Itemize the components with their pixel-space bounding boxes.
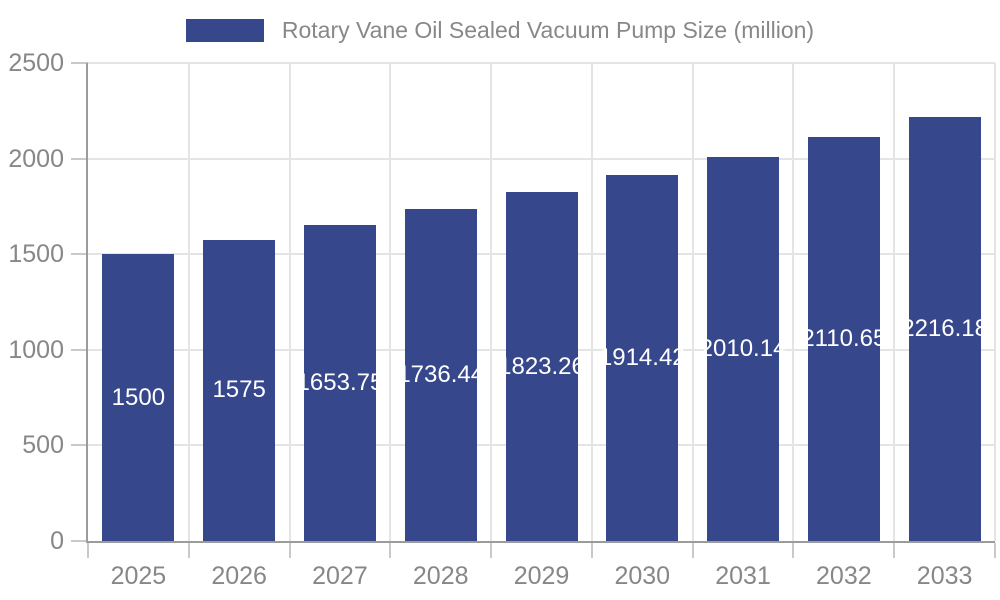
bar-value-label: 1914.42: [598, 343, 686, 371]
v-gridline: [893, 63, 896, 541]
x-axis-label: 2029: [513, 562, 570, 590]
x-tick: [288, 543, 291, 558]
x-axis-line: [86, 541, 995, 543]
x-axis-label: 2030: [614, 562, 671, 590]
x-tick: [590, 543, 593, 558]
y-axis-label: 2000: [8, 144, 64, 173]
bar[interactable]: [303, 224, 376, 541]
h-gridline: [88, 157, 995, 160]
bar-value-label: 1500: [111, 383, 166, 411]
x-axis-label: 2033: [916, 562, 973, 590]
x-tick: [389, 543, 392, 558]
bar[interactable]: [707, 156, 780, 541]
y-tick: [71, 444, 88, 447]
bar-value-label: 1736.44: [397, 360, 485, 388]
x-axis-label: 2028: [412, 562, 469, 590]
x-axis-label: 2025: [110, 562, 167, 590]
y-tick: [71, 348, 88, 351]
x-tick: [893, 543, 896, 558]
bar[interactable]: [102, 254, 175, 541]
x-axis-label: 2032: [816, 562, 872, 590]
h-gridline: [88, 62, 995, 64]
y-axis-label: 500: [22, 431, 64, 460]
x-tick: [792, 543, 795, 558]
bar[interactable]: [505, 192, 578, 541]
bar[interactable]: [606, 174, 679, 541]
x-axis-label: 2031: [715, 562, 771, 590]
y-axis-label: 0: [50, 527, 64, 555]
bar[interactable]: [404, 208, 477, 541]
x-axis-label: 2027: [312, 562, 368, 590]
bar-value-label: 1653.75: [296, 368, 384, 396]
y-axis-label: 2500: [8, 49, 64, 77]
bar-value-label: 1823.26: [498, 352, 585, 380]
bar-value-label: 2216.18: [901, 315, 988, 343]
legend-item[interactable]: Rotary Vane Oil Sealed Vacuum Pump Size …: [0, 17, 1000, 43]
v-gridline: [490, 63, 493, 541]
x-tick: [691, 543, 694, 558]
y-tick: [71, 157, 88, 160]
legend-swatch-icon: [185, 18, 264, 42]
v-gridline: [187, 63, 190, 541]
y-tick: [71, 62, 88, 64]
legend-label: Rotary Vane Oil Sealed Vacuum Pump Size …: [281, 17, 815, 43]
bar[interactable]: [807, 137, 880, 541]
y-axis-line: [86, 63, 88, 543]
y-axis-label: 1500: [8, 240, 64, 269]
x-tick: [187, 543, 190, 558]
bar-value-label: 2010.14: [699, 334, 787, 362]
x-axis-label: 2026: [211, 562, 267, 590]
v-gridline: [389, 63, 392, 541]
v-gridline: [288, 63, 291, 541]
v-gridline: [994, 63, 996, 541]
bar-value-label: 2110.65: [801, 325, 887, 353]
y-tick: [71, 253, 88, 256]
y-tick: [71, 540, 88, 542]
v-gridline: [792, 63, 795, 541]
v-gridline: [590, 63, 593, 541]
bar-value-label: 1575: [212, 376, 266, 404]
v-gridline: [691, 63, 694, 541]
x-tick: [87, 543, 89, 558]
x-tick: [994, 543, 996, 558]
bar[interactable]: [908, 117, 981, 541]
y-axis-label: 1000: [8, 335, 64, 364]
bar[interactable]: [203, 239, 276, 541]
x-tick: [490, 543, 493, 558]
